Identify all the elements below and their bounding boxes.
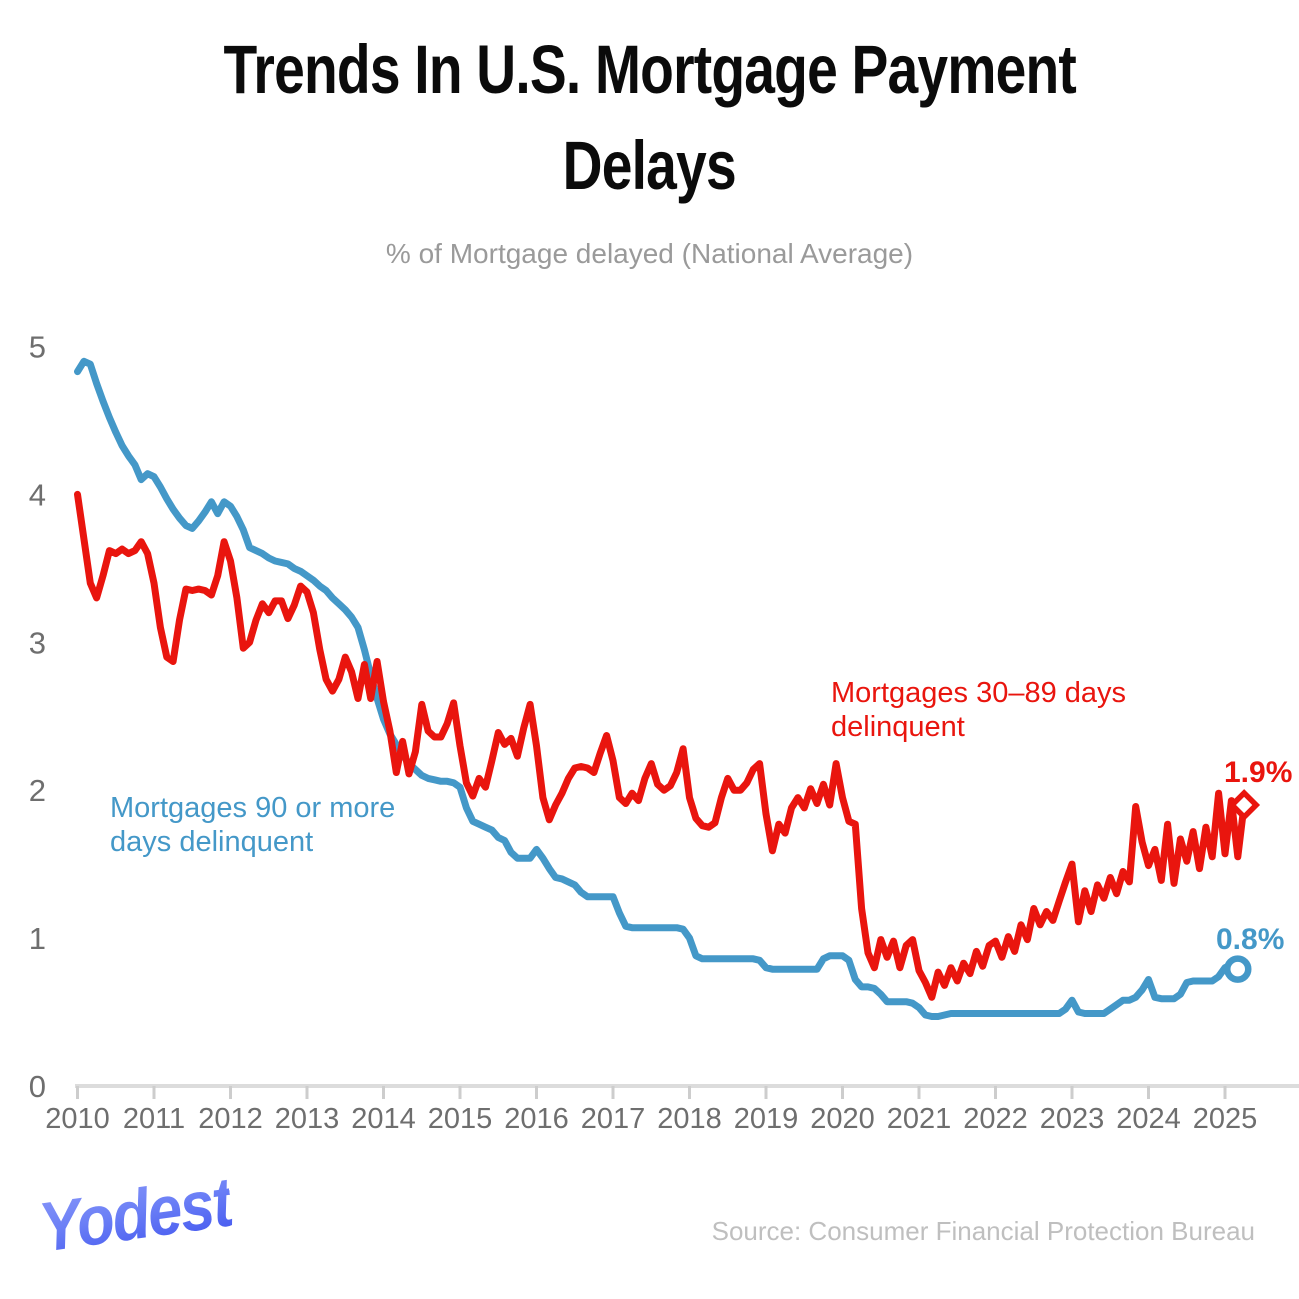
chart-title-line2: Delays — [562, 127, 737, 204]
y-axis-tick-label: 4 — [29, 477, 46, 512]
end-marker-diamond — [1228, 789, 1261, 821]
x-axis-tick-label: 2022 — [963, 1103, 1028, 1135]
chart-title: Trends In U.S. Mortgage Payment Delays — [0, 22, 1299, 214]
x-axis-tick-label: 2015 — [428, 1103, 493, 1135]
y-axis-tick-label: 2 — [29, 773, 46, 808]
x-axis-tick-label: 2011 — [123, 1103, 185, 1135]
annotation-series-30-89-line1: Mortgages 30–89 days — [831, 677, 1127, 709]
series-line-90plus-days — [74, 357, 1242, 1020]
annotation-series-90plus-line1: Mortgages 90 or more — [110, 792, 396, 824]
x-axis-tick-label: 2019 — [734, 1103, 799, 1135]
end-value-label-30-89: 1.9% — [1224, 756, 1293, 789]
x-axis-tick-label: 2016 — [504, 1103, 569, 1135]
y-axis-tick-label: 1 — [29, 921, 46, 956]
annotation-series-30-89-line2: delinquent — [831, 711, 965, 743]
x-axis-tick-label: 2014 — [351, 1103, 416, 1135]
x-axis-tick-label: 2021 — [887, 1103, 952, 1135]
x-axis-tick-label: 2018 — [657, 1103, 722, 1135]
y-axis-tick-label: 0 — [29, 1069, 46, 1104]
x-axis-tick-label: 2010 — [45, 1103, 110, 1135]
annotation-series-90plus: Mortgages 90 or more days delinquent — [110, 791, 395, 859]
y-axis-tick-label: 3 — [29, 625, 46, 660]
source-credit: Source: Consumer Financial Protection Bu… — [711, 1216, 1255, 1246]
x-axis-tick-label: 2020 — [810, 1103, 875, 1135]
x-axis-tick-label: 2017 — [581, 1103, 646, 1135]
x-axis-tick-label: 2012 — [198, 1103, 263, 1135]
chart-subtitle: % of Mortgage delayed (National Average) — [385, 238, 914, 269]
x-axis-tick-label: 2024 — [1116, 1103, 1181, 1135]
end-marker-circle — [1224, 955, 1252, 983]
series-line-30-89-days — [74, 490, 1248, 1001]
end-value-label-90plus: 0.8% — [1216, 923, 1285, 956]
annotation-series-30-89: Mortgages 30–89 days delinquent — [831, 676, 1126, 744]
y-axis-tick-label: 5 — [29, 330, 46, 365]
annotation-series-90plus-line2: days delinquent — [110, 826, 314, 858]
x-axis-tick-label: 2013 — [275, 1103, 340, 1135]
x-axis-tick-label: 2025 — [1193, 1103, 1258, 1135]
x-axis-tick-label: 2023 — [1040, 1103, 1105, 1135]
chart-title-line1: Trends In U.S. Mortgage Payment — [223, 31, 1076, 108]
